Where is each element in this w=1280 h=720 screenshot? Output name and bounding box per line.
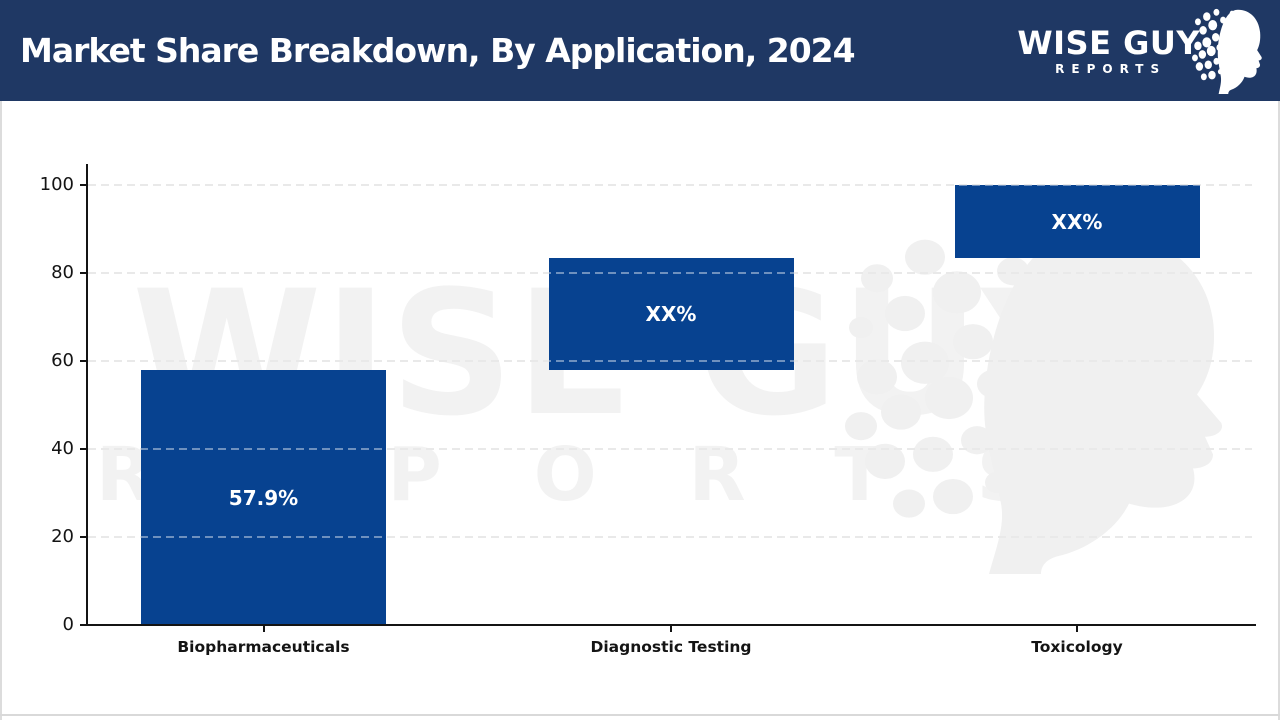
gridline-overlay-20 <box>88 536 1252 538</box>
gridline-100 <box>88 184 1252 186</box>
y-tick-label: 0 <box>62 614 74 635</box>
y-tick-mark-0 <box>80 624 86 626</box>
gridline-20 <box>88 536 1252 538</box>
brand-name: WISE GUY <box>1017 23 1200 62</box>
bar-toxicology: XX% <box>954 185 1200 259</box>
y-tick-label: 80 <box>51 262 74 283</box>
brand-logo-text: WISE GUY REPORTS <box>1017 27 1200 75</box>
bar-value-label: 57.9% <box>228 485 299 510</box>
gridline-overlay-40 <box>88 448 1252 450</box>
header-bar: Market Share Breakdown, By Application, … <box>0 0 1280 101</box>
y-tick-label: 40 <box>51 438 74 459</box>
y-tick-mark-20 <box>80 536 86 538</box>
gridline-40 <box>88 448 1252 450</box>
x-category-label: Toxicology <box>1031 638 1123 656</box>
x-tick-mark <box>1076 626 1078 632</box>
y-tick-label: 20 <box>51 526 74 547</box>
watermark-face-icon <box>845 222 1245 574</box>
gridline-overlay-60 <box>88 360 1252 362</box>
y-tick-mark-100 <box>80 184 86 186</box>
logo-face-icon <box>1192 8 1266 94</box>
y-tick-mark-60 <box>80 360 86 362</box>
brand-logo: WISE GUY REPORTS <box>1017 8 1266 94</box>
x-category-label: Biopharmaceuticals <box>177 638 350 656</box>
y-tick-label: 100 <box>39 174 74 195</box>
brand-subtitle: REPORTS <box>1055 61 1167 76</box>
y-tick-label: 60 <box>51 350 74 371</box>
bar-value-label: XX% <box>645 302 697 327</box>
gridline-overlay-80 <box>88 272 1252 274</box>
bottom-frame-line <box>0 714 1280 716</box>
x-tick-mark <box>262 626 265 632</box>
y-tick-mark-80 <box>80 272 86 274</box>
gridline-overlay-100 <box>88 184 1252 186</box>
page-title: Market Share Breakdown, By Application, … <box>20 31 856 70</box>
bar-diagnostic-testing: XX% <box>548 258 794 371</box>
x-axis-line <box>86 624 1256 626</box>
x-tick-mark <box>670 626 672 632</box>
y-axis-line <box>86 164 88 625</box>
y-tick-mark-40 <box>80 448 86 450</box>
bar-value-label: XX% <box>1051 209 1103 234</box>
x-category-label: Diagnostic Testing <box>590 638 752 656</box>
bar-biopharmaceuticals: 57.9% <box>141 370 386 625</box>
